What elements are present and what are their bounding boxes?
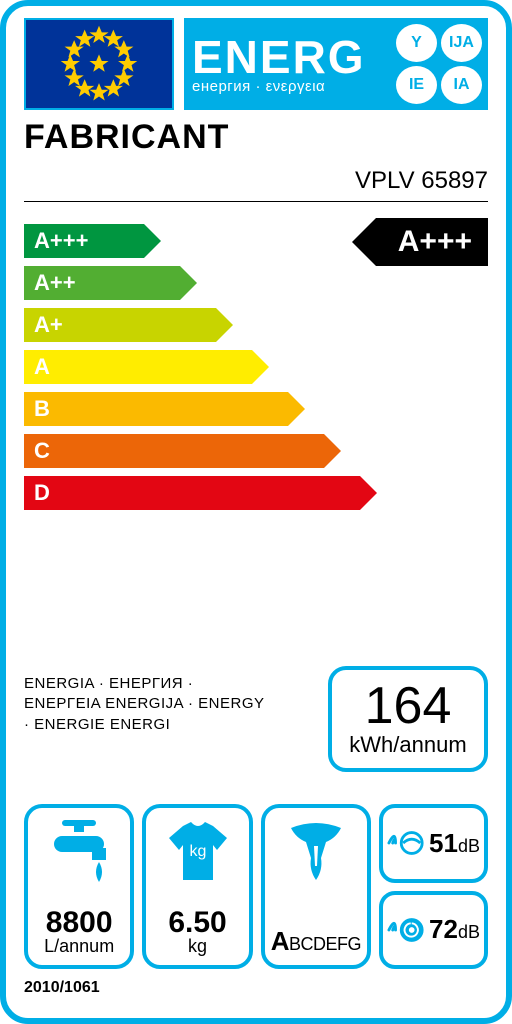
lang-badges: Y IJA IE IA [396,24,482,104]
energy-multilang: ENERGIA · ЕНЕРГИЯ · ΕΝΕΡΓΕΙΑ ENERGIJA · … [24,674,274,735]
water-value: 8800 [44,908,114,938]
sound-wash-icon [387,824,425,862]
sound-spin-icon [387,911,425,949]
rating-row-App: A++ [24,266,180,300]
capacity-unit: kg [168,936,226,957]
rating-row-Appp: A+++ [24,224,144,258]
eu-flag-icon [24,18,174,110]
noise-spin-unit: dB [458,922,480,942]
noise-spin-cell: 72dB [379,891,488,970]
model-number: VPLV 65897 [24,167,488,195]
header: ENERG енергия · ενεργεια Y IJA IE IA [24,18,488,110]
tap-icon [44,818,114,888]
capacity-value: 6.50 [168,908,226,938]
wring-icon [281,818,351,888]
noise-column: 51dB 72dB [379,804,488,969]
lang-badge: IJA [441,24,482,62]
noise-wash-unit: dB [458,836,480,856]
lang-badge: IE [396,66,437,104]
efficiency-scale: A+++A++A+ABCDA+++ [24,224,488,544]
divider [24,201,488,202]
water-cell: 8800 L/annum [24,804,134,969]
rating-row-D: D [24,476,360,510]
lang-badge: IA [441,66,482,104]
brand-name: FABRICANT [24,118,488,157]
rating-label: A+ [34,312,63,338]
rating-arrow: B [24,392,288,426]
rating-label: C [34,438,50,464]
rating-row-A: A [24,350,252,384]
noise-wash-value: 51 [429,828,458,858]
rating-label: A++ [34,270,76,296]
energy-label: ENERG енергия · ενεργεια Y IJA IE IA FAB… [0,0,512,1024]
rating-row-B: B [24,392,288,426]
rating-row-Ap: A+ [24,308,216,342]
noise-wash-cell: 51dB [379,804,488,883]
rating-arrow: A+ [24,308,216,342]
rating-row-C: C [24,434,324,468]
noise-spin-value: 72 [429,914,458,944]
water-unit: L/annum [44,936,114,957]
rating-label: D [34,480,50,506]
rating-label: A [34,354,50,380]
capacity-cell: kg 6.50 kg [142,804,252,969]
rating-arrow: A++ [24,266,180,300]
rating-arrow: D [24,476,360,510]
rating-label: A+++ [34,228,88,254]
rating-arrow: A+++ [24,224,144,258]
energ-title-block: ENERG енергия · ενεργεια Y IJA IE IA [184,18,488,110]
drying-class: ABCDEFG [271,926,361,957]
rating-label: B [34,396,50,422]
lang-badge: Y [396,24,437,62]
rating-arrow: C [24,434,324,468]
specs-grid: 8800 L/annum kg 6.50 kg ABCDEFG [24,804,488,969]
energ-title: ENERG [192,34,366,80]
svg-text:kg: kg [189,843,206,860]
shirt-icon: kg [163,818,233,888]
drying-cell: ABCDEFG [261,804,371,969]
regulation-number: 2010/1061 [24,979,488,997]
rating-arrow: A [24,350,252,384]
selected-rating-badge: A+++ [376,218,488,266]
